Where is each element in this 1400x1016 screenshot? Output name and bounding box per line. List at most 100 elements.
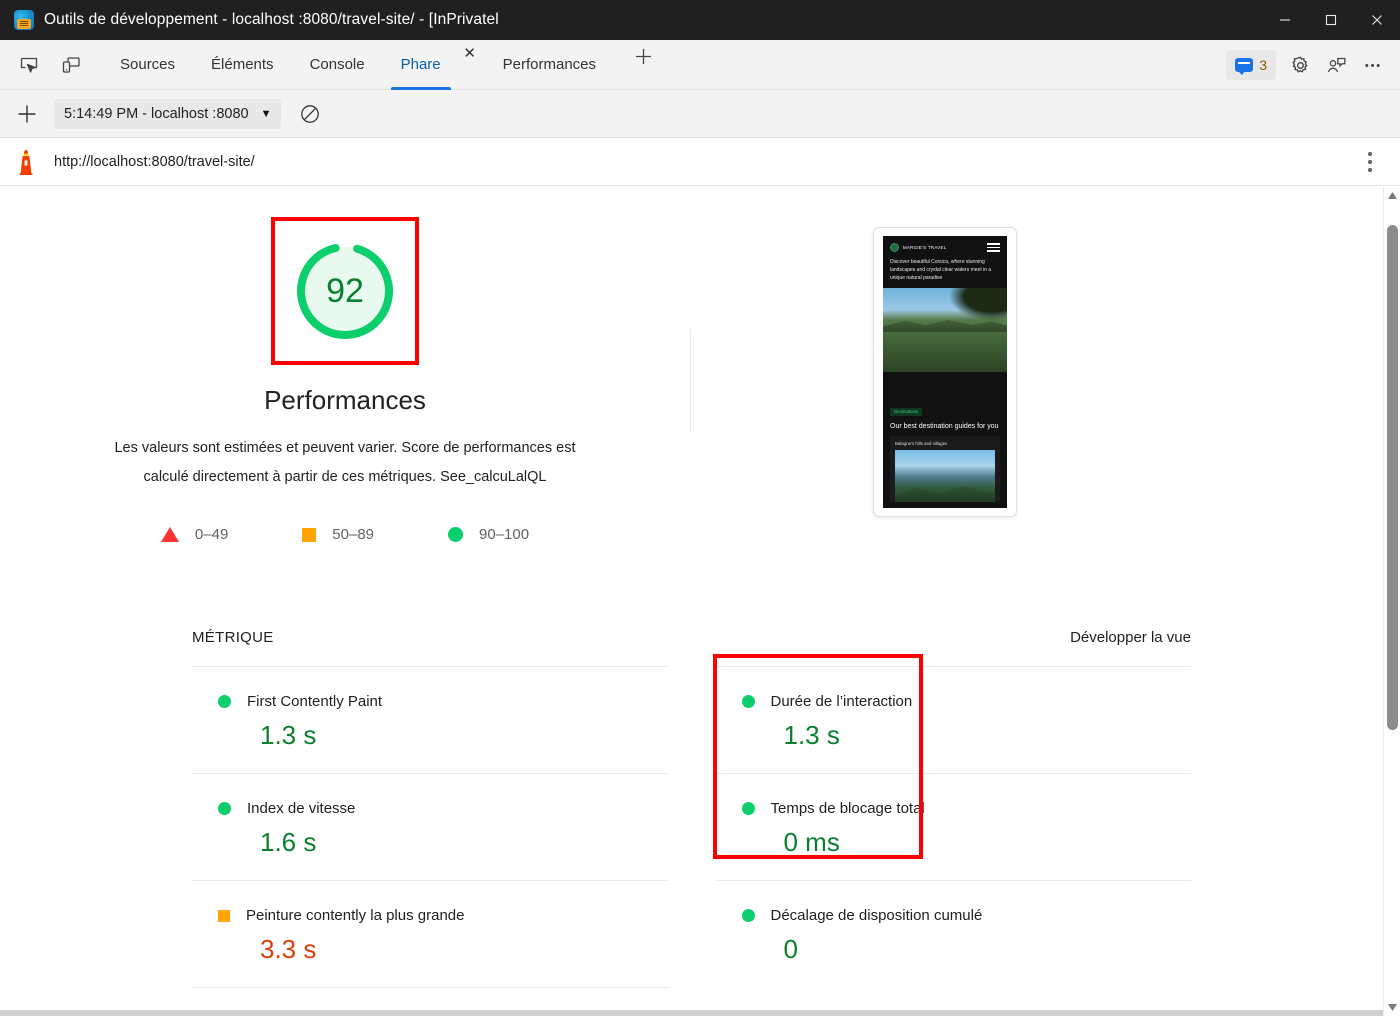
close-tab-icon[interactable]: ✕ bbox=[463, 44, 476, 62]
tab-label: Performances bbox=[502, 56, 597, 73]
expand-view-link[interactable]: Développer la vue bbox=[1070, 629, 1191, 646]
metrics-footer-left bbox=[192, 987, 668, 1016]
edge-devtools-icon bbox=[14, 10, 34, 30]
metric-row[interactable]: Durée de l’interaction 1.3 s bbox=[715, 666, 1191, 773]
ellipsis-icon[interactable] bbox=[1354, 48, 1390, 82]
metrics-column-right: Durée de l’interaction 1.3 s Temps de bl… bbox=[692, 666, 1191, 1016]
window-title: Outils de développement - localhost :808… bbox=[44, 11, 499, 28]
device-toolbar-icon[interactable] bbox=[54, 49, 88, 81]
circle-green-icon bbox=[448, 527, 464, 542]
site-card-image bbox=[895, 450, 995, 502]
legend-label: 90–100 bbox=[479, 526, 530, 543]
metric-value: 1.3 s bbox=[260, 720, 317, 750]
add-tab-icon[interactable] bbox=[626, 40, 660, 74]
metric-row[interactable]: Index de vitesse 1.6 s bbox=[192, 773, 668, 880]
legend-label: 50–89 bbox=[332, 526, 375, 543]
metric-row[interactable]: First Contently Paint 1.3 s bbox=[192, 666, 668, 773]
metric-value: 1.3 s bbox=[783, 720, 840, 750]
metric-row[interactable]: Décalage de disposition cumulé 0 bbox=[715, 880, 1191, 987]
feedback-person-icon[interactable] bbox=[1318, 48, 1354, 82]
issues-badge[interactable]: 3 bbox=[1226, 50, 1276, 80]
scroll-up-arrow-icon[interactable] bbox=[1384, 187, 1400, 204]
site-logo-icon bbox=[890, 243, 899, 252]
tab-lighthouse[interactable]: Phare bbox=[383, 40, 459, 90]
score-category-title: Performances bbox=[264, 385, 426, 415]
performance-gauge[interactable]: 92 bbox=[291, 237, 399, 345]
metric-name: Décalage de disposition cumulé bbox=[770, 907, 983, 924]
scrollbar-thumb[interactable] bbox=[1387, 225, 1398, 730]
site-brand: MARGIE'S TRAVEL bbox=[890, 243, 946, 252]
metric-value: 1.6 s bbox=[260, 827, 317, 857]
legend-item-average: 50–89 bbox=[302, 526, 374, 543]
page-screenshot-thumbnail[interactable]: MARGIE'S TRAVEL Discover beautiful Corsi… bbox=[873, 227, 1017, 517]
metrics-section-label: MÉTRIQUE bbox=[192, 629, 274, 646]
report-url-header: http://localhost:8080/travel-site/ bbox=[0, 138, 1400, 186]
tab-label: Phare bbox=[400, 56, 441, 73]
new-report-icon[interactable] bbox=[10, 97, 44, 131]
scroll-down-arrow-icon[interactable] bbox=[1384, 999, 1400, 1016]
close-button[interactable] bbox=[1354, 0, 1400, 40]
metrics-header: MÉTRIQUE Développer la vue bbox=[192, 629, 1191, 666]
hamburger-menu-icon bbox=[987, 243, 1000, 252]
no-entry-icon[interactable] bbox=[297, 101, 323, 127]
tab-label: Console bbox=[309, 56, 365, 73]
gauge-arc bbox=[297, 243, 393, 340]
site-hero-image bbox=[883, 288, 1007, 372]
kebab-menu-icon[interactable] bbox=[1362, 146, 1378, 178]
circle-green-icon bbox=[741, 909, 755, 922]
score-description: Les valeurs sont estimées et peuvent var… bbox=[114, 440, 576, 485]
issues-count: 3 bbox=[1259, 57, 1267, 73]
maximize-button[interactable] bbox=[1308, 0, 1354, 40]
metric-name: First Contently Paint bbox=[247, 693, 383, 710]
metric-row[interactable]: Peinture contently la plus grande 3.3 s bbox=[192, 880, 668, 987]
window-controls bbox=[1262, 0, 1400, 40]
chevron-down-icon: ▼ bbox=[260, 107, 272, 120]
issues-bubble-icon bbox=[1235, 58, 1254, 75]
metric-value: 0 bbox=[783, 934, 798, 964]
gear-icon[interactable] bbox=[1282, 48, 1318, 82]
score-section: 92 Performances Les valeurs sont estimée… bbox=[0, 187, 1383, 543]
inspect-element-icon[interactable] bbox=[12, 49, 46, 81]
tab-performance[interactable]: Performances bbox=[485, 40, 614, 90]
circle-green-icon bbox=[741, 802, 755, 815]
metric-value: 3.3 s bbox=[260, 934, 317, 964]
lighthouse-icon bbox=[19, 149, 33, 175]
tab-console[interactable]: Console bbox=[292, 40, 383, 90]
bottom-edge-bar bbox=[0, 1010, 1383, 1016]
report-url-text: http://localhost:8080/travel-site/ bbox=[54, 153, 255, 170]
metric-name: Index de vitesse bbox=[247, 800, 356, 817]
site-brand-text: MARGIE'S TRAVEL bbox=[903, 245, 947, 250]
site-spacer bbox=[883, 372, 1007, 400]
devtools-tabs: Sources Éléments Console Phare ✕ Perform… bbox=[102, 40, 660, 90]
square-orange-icon bbox=[218, 909, 230, 922]
legend-item-fail: 0–49 bbox=[160, 526, 229, 543]
window-title-bar: Outils de développement - localhost :808… bbox=[0, 0, 1400, 40]
tab-elements[interactable]: Éléments bbox=[193, 40, 292, 90]
thumbnail-block: MARGIE'S TRAVEL Discover beautiful Corsi… bbox=[691, 209, 1383, 543]
metrics-grid: First Contently Paint 1.3 s Index de vit… bbox=[192, 666, 1191, 1016]
metric-value: 0 ms bbox=[783, 827, 840, 857]
metric-name: Peinture contently la plus grande bbox=[246, 907, 465, 924]
square-orange-icon bbox=[302, 527, 317, 542]
phone-screen: MARGIE'S TRAVEL Discover beautiful Corsi… bbox=[883, 236, 1007, 508]
devtools-toolbar-right: 3 bbox=[1226, 40, 1390, 90]
triangle-red-icon bbox=[160, 527, 179, 542]
metric-name: Durée de l’interaction bbox=[770, 693, 913, 710]
legend-label: 0–49 bbox=[194, 526, 229, 543]
metric-row[interactable]: Temps de blocage total 0 ms bbox=[715, 773, 1191, 880]
tab-sources[interactable]: Sources bbox=[102, 40, 193, 90]
minimize-button[interactable] bbox=[1262, 0, 1308, 40]
score-divider bbox=[690, 329, 691, 433]
report-run-dropdown[interactable]: 5:14:49 PM - localhost :8080 ▼ bbox=[54, 98, 282, 129]
devtools-tab-strip: Sources Éléments Console Phare ✕ Perform… bbox=[0, 40, 1400, 90]
report-run-label: 5:14:49 PM - localhost :8080 bbox=[64, 105, 249, 122]
site-section-heading: Our best destination guides for you bbox=[890, 423, 999, 430]
vertical-scrollbar[interactable] bbox=[1383, 187, 1400, 1016]
score-legend: 0–49 50–89 90–100 bbox=[160, 526, 530, 543]
circle-green-icon bbox=[741, 695, 755, 708]
report-body: 92 Performances Les valeurs sont estimée… bbox=[0, 187, 1400, 1016]
site-card: Balagne's hills and villages bbox=[890, 436, 1000, 502]
metric-name: Temps de blocage total bbox=[770, 800, 925, 817]
metrics-section: MÉTRIQUE Développer la vue First Content… bbox=[0, 629, 1383, 1016]
site-card-title: Balagne's hills and villages bbox=[895, 441, 948, 446]
